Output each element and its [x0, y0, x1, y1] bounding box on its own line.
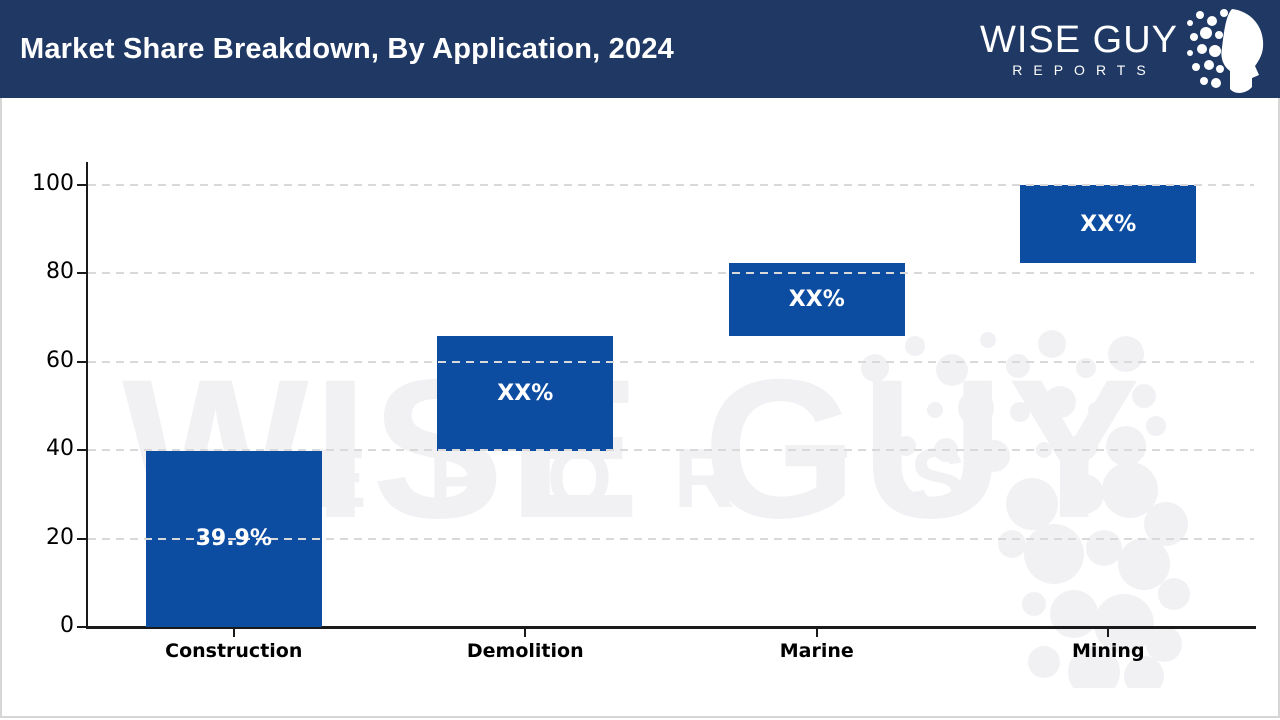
x-label-mining: Mining [1071, 640, 1145, 662]
bar-value-label-construction: 39.9% [195, 526, 272, 552]
y-tick-label-40: 40 [46, 436, 74, 462]
bar-demolition [437, 335, 614, 451]
y-tick-mark-20 [77, 537, 86, 540]
y-tick-mark-0 [77, 626, 86, 628]
logo-subtitle: REPORTS [1012, 62, 1157, 78]
y-tick-mark-80 [77, 272, 86, 275]
y-tick-mark-40 [77, 449, 86, 452]
y-tick-label-80: 80 [46, 259, 74, 285]
brand-logo: WISE GUY REPORTS [980, 5, 1280, 93]
bar-value-label-marine: XX% [788, 286, 845, 312]
bar-marine [728, 262, 905, 336]
gridline-100 [88, 184, 1254, 186]
gridline-80 [88, 272, 1254, 275]
x-tick-mark-marine [815, 628, 818, 637]
y-tick-label-100: 100 [32, 171, 74, 196]
y-tick-mark-60 [77, 360, 86, 363]
logo-text: WISE GUY REPORTS [980, 20, 1178, 78]
x-label-marine: Marine [779, 640, 854, 662]
y-tick-label-60: 60 [46, 347, 74, 373]
y-axis-line [86, 162, 88, 628]
x-tick-mark-demolition [524, 628, 527, 637]
y-tick-label-0: 0 [60, 613, 74, 638]
gridline-40 [88, 449, 1254, 452]
y-tick-mark-100 [77, 184, 86, 186]
x-axis-line [86, 626, 1256, 629]
watermark-head-dots-icon [861, 330, 1190, 688]
x-label-construction: Construction [165, 640, 303, 662]
y-tick-label-20: 20 [46, 524, 74, 550]
page-title: Market Share Breakdown, By Application, … [20, 32, 674, 65]
bar-value-label-demolition: XX% [497, 380, 554, 406]
header: Market Share Breakdown, By Application, … [0, 0, 1280, 98]
logo-wordmark: WISE GUY [979, 19, 1178, 61]
bar-mining [1020, 185, 1197, 263]
x-tick-mark-construction [232, 628, 235, 637]
gridline-60 [88, 360, 1254, 363]
page-border [0, 98, 1280, 718]
x-tick-mark-mining [1107, 628, 1110, 637]
x-label-demolition: Demolition [466, 640, 584, 662]
logo-head-dots-icon [1187, 9, 1264, 93]
gridline-20 [88, 537, 1254, 540]
bar-value-label-mining: XX% [1080, 211, 1137, 237]
